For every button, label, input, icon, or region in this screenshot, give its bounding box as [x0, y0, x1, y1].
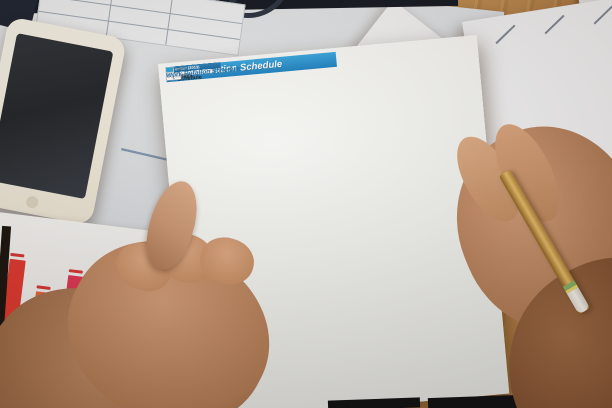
chart-bar-label — [10, 252, 25, 258]
gantt-diagonal-labels — [469, 0, 612, 51]
chart-bar-label — [36, 285, 51, 290]
chart-bar-label — [68, 269, 83, 274]
pay-day-cell — [165, 66, 174, 73]
tablet-home-button — [25, 195, 40, 210]
tablet-screen — [0, 33, 114, 200]
